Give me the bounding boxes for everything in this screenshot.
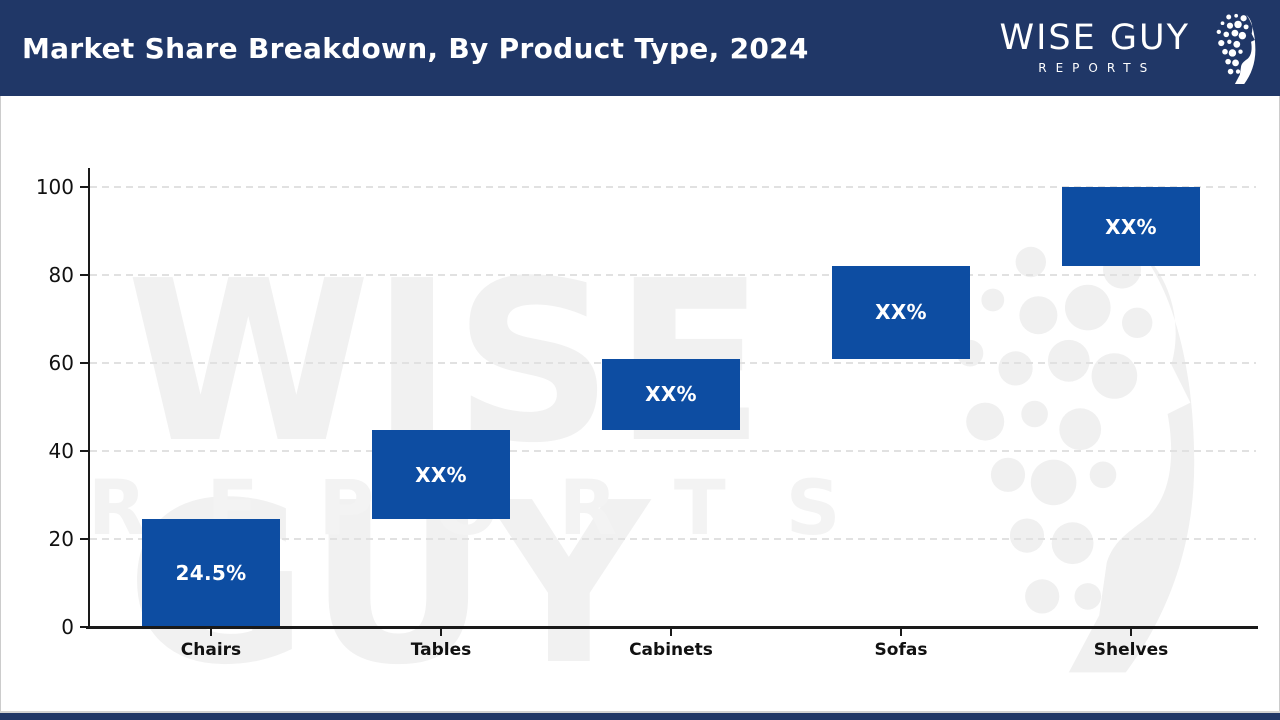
- y-tick-label: 20: [48, 527, 74, 551]
- logo-text: WISE GUY REPORTS: [999, 18, 1190, 76]
- wiseguy-logo: WISE GUY REPORTS: [999, 8, 1256, 88]
- x-axis-line: [86, 626, 1258, 629]
- bar: XX%: [1062, 187, 1200, 267]
- bar: XX%: [372, 430, 510, 520]
- bar-value-label: 24.5%: [175, 561, 247, 586]
- x-tick-mark: [440, 629, 442, 636]
- logo-subtitle: REPORTS: [1038, 61, 1157, 75]
- y-tick-label: 40: [48, 439, 74, 463]
- x-tick-mark: [210, 629, 212, 636]
- y-tick-mark: [80, 274, 89, 276]
- bar-value-label: XX%: [415, 462, 467, 487]
- y-tick-label: 0: [61, 615, 74, 639]
- y-tick-label: 60: [48, 351, 74, 375]
- y-tick-mark: [80, 538, 89, 540]
- gridline: [90, 186, 1256, 188]
- header: Market Share Breakdown, By Product Type,…: [0, 0, 1280, 96]
- bar: 24.5%: [142, 519, 280, 627]
- y-tick-label: 100: [35, 175, 74, 199]
- logo-face-icon: [1194, 8, 1256, 88]
- x-category-label: Chairs: [180, 640, 242, 660]
- gridline: [90, 274, 1256, 276]
- y-tick-mark: [80, 186, 89, 188]
- x-category-label: Shelves: [1093, 640, 1169, 660]
- y-tick-mark: [80, 450, 89, 452]
- footer-bar: [0, 713, 1280, 720]
- bar: XX%: [832, 266, 970, 359]
- footer-divider: [0, 711, 1280, 713]
- chart-title: Market Share Breakdown, By Product Type,…: [22, 31, 809, 65]
- x-tick-mark: [900, 629, 902, 636]
- gridline: [90, 450, 1256, 452]
- x-category-label: Tables: [410, 640, 472, 660]
- y-tick-mark: [80, 626, 89, 628]
- bar: XX%: [602, 358, 740, 431]
- x-category-label: Cabinets: [629, 640, 713, 660]
- gridline: [90, 538, 1256, 540]
- y-tick-label: 80: [48, 263, 74, 287]
- x-category-label: Sofas: [874, 640, 928, 660]
- y-axis-line: [88, 168, 90, 628]
- logo-name: WISE GUY: [999, 18, 1190, 58]
- bar-value-label: XX%: [645, 382, 697, 407]
- bar-value-label: XX%: [875, 300, 927, 325]
- bar-value-label: XX%: [1105, 214, 1157, 239]
- x-tick-mark: [1130, 629, 1132, 636]
- x-tick-mark: [670, 629, 672, 636]
- y-tick-mark: [80, 362, 89, 364]
